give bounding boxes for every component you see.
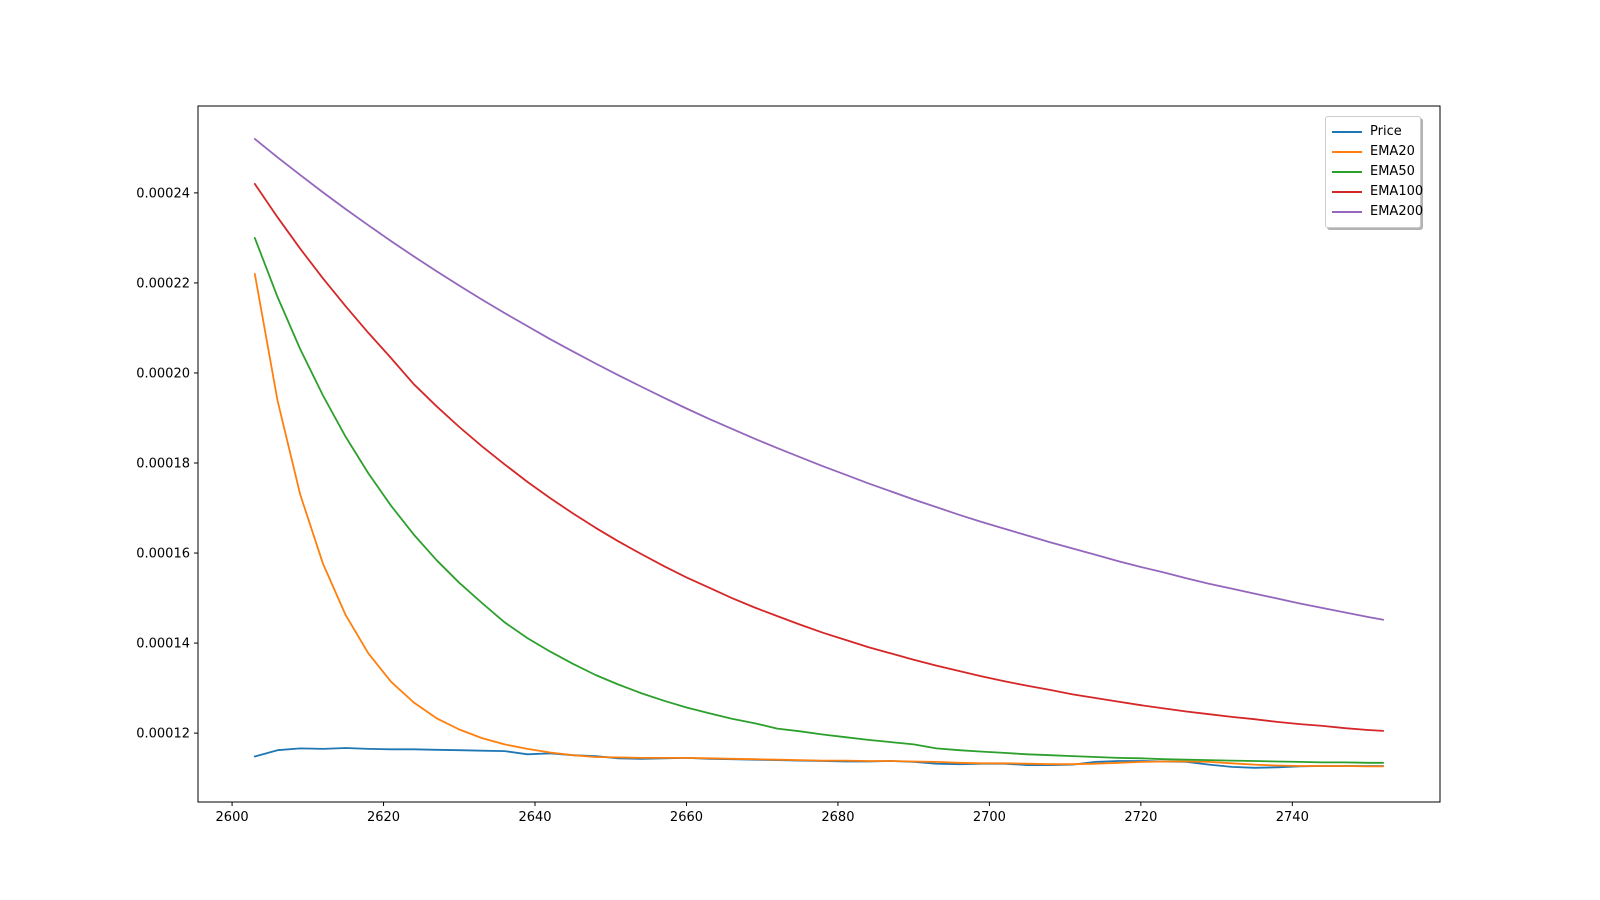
- y-tick-label: 0.00016: [136, 547, 190, 562]
- x-tick-label: 2680: [821, 810, 854, 825]
- legend-label: Price: [1370, 124, 1402, 139]
- y-tick-label: 0.00020: [136, 366, 190, 381]
- series-line-ema20: [253, 272, 1385, 768]
- y-tick-label: 0.00024: [136, 186, 190, 201]
- x-tick-label: 2640: [518, 810, 551, 825]
- axes-frame: [197, 105, 1441, 803]
- legend-row-ema50: EMA50: [1332, 162, 1415, 182]
- legend-label: EMA200: [1370, 204, 1424, 219]
- x-tick-label: 2700: [973, 810, 1006, 825]
- x-tick-label: 2720: [1124, 810, 1157, 825]
- x-tick-label: 2660: [670, 810, 703, 825]
- legend: Price EMA20 EMA50 EMA100 EMA200: [1325, 116, 1423, 228]
- y-tick-label: 0.00022: [136, 276, 190, 291]
- legend-row-ema20: EMA20: [1332, 142, 1415, 162]
- legend-label: EMA20: [1370, 144, 1415, 159]
- x-tick-label: 2740: [1276, 810, 1309, 825]
- series-line-ema50: [253, 236, 1385, 764]
- x-tick-label: 2620: [367, 810, 400, 825]
- legend-row-price: Price: [1332, 122, 1414, 142]
- x-tick-label: 2600: [216, 810, 249, 825]
- legend-row-ema200: EMA200: [1332, 202, 1423, 222]
- legend-line-swatch: [1332, 151, 1362, 153]
- legend-label: EMA100: [1370, 184, 1424, 199]
- series-line-ema100: [253, 182, 1385, 732]
- series-line-price: [253, 747, 1385, 769]
- legend-row-ema100: EMA100: [1332, 182, 1423, 202]
- legend-line-swatch: [1332, 171, 1362, 173]
- legend-line-swatch: [1332, 191, 1362, 193]
- series-line-ema200: [253, 137, 1385, 621]
- y-tick-label: 0.00018: [136, 457, 190, 472]
- legend-label: EMA50: [1370, 164, 1415, 179]
- y-tick-label: 0.00014: [136, 637, 190, 652]
- legend-line-swatch: [1332, 211, 1362, 213]
- legend-line-swatch: [1332, 131, 1362, 133]
- y-tick-label: 0.00012: [136, 727, 190, 742]
